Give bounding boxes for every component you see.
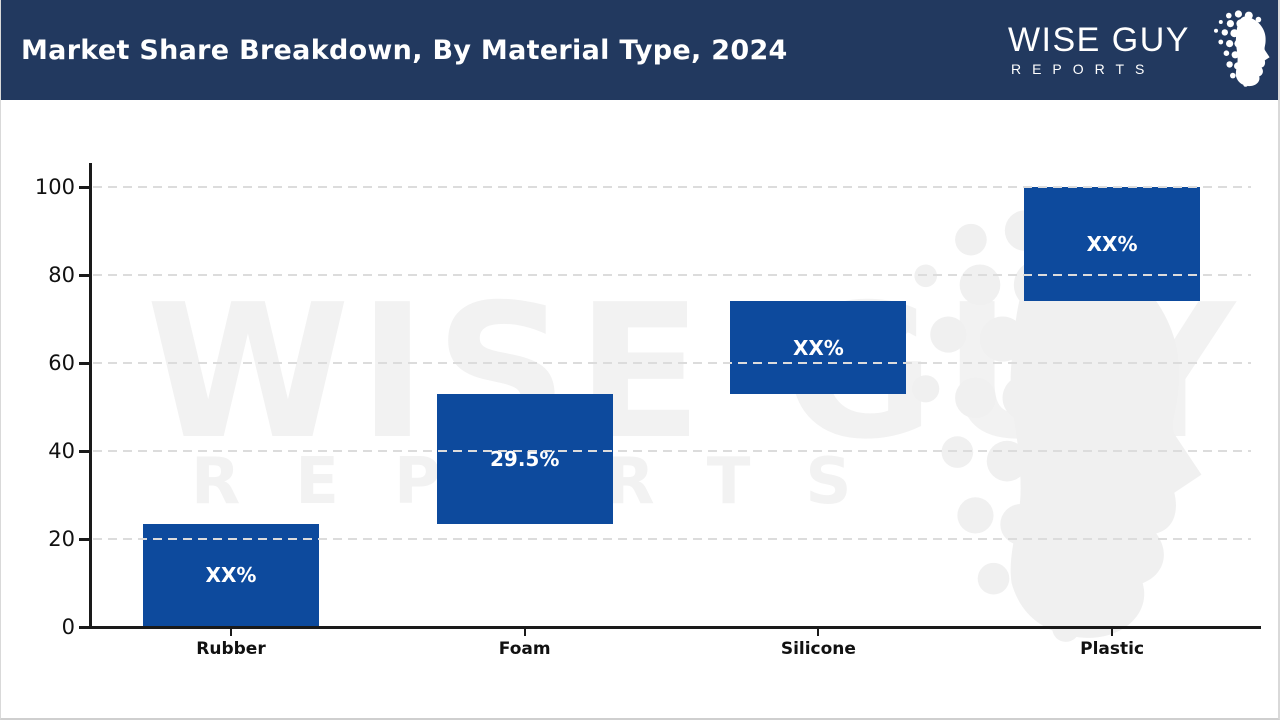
gridline-40 [93, 450, 1251, 452]
category-label-plastic: Plastic [1080, 639, 1145, 659]
x-tick-mark-rubber [230, 629, 232, 636]
bar-plastic: XX% [1024, 187, 1201, 302]
x-tick-mark-plastic [1111, 629, 1114, 636]
y-tick-mark-0 [79, 626, 89, 629]
logo-line2: REPORTS [1010, 61, 1156, 77]
logo-wordmark: WISE GUY REPORTS [1008, 23, 1190, 77]
y-tick-label-100: 100 [34, 175, 75, 199]
x-tick-mark-foam [523, 629, 526, 636]
chart-title: Market Share Breakdown, By Material Type… [21, 34, 788, 66]
category-label-rubber: Rubber [196, 639, 266, 659]
header-bar: Market Share Breakdown, By Material Type… [1, 0, 1278, 100]
y-tick-mark-60 [79, 362, 89, 365]
wise-guy-logo: WISE GUY REPORTS [1008, 8, 1272, 92]
gridline-100 [93, 186, 1251, 188]
y-axis-line [89, 163, 92, 629]
gridline-20 [93, 538, 1251, 540]
x-axis-line [89, 626, 1261, 629]
bar-silicone: XX% [730, 301, 907, 394]
y-tick-mark-100 [79, 186, 89, 189]
y-tick-mark-40 [79, 450, 89, 453]
x-tick-mark-silicone [817, 629, 820, 636]
bar-value-label-plastic: XX% [1086, 232, 1138, 257]
logo-head-icon [1214, 10, 1270, 87]
logo-line1: WISE GUY [1007, 21, 1190, 59]
y-tick-label-80: 80 [48, 263, 75, 287]
y-tick-mark-20 [79, 538, 89, 541]
y-tick-label-20: 20 [48, 527, 75, 551]
bar-value-label-rubber: XX% [205, 563, 257, 588]
bar-foam: 29.5% [436, 393, 613, 524]
category-label-foam: Foam [498, 639, 551, 659]
y-tick-mark-80 [79, 274, 89, 277]
y-tick-label-40: 40 [48, 439, 75, 463]
category-label-silicone: Silicone [780, 639, 856, 659]
bar-value-label-silicone: XX% [792, 335, 844, 360]
gridline-80 [93, 274, 1251, 276]
y-tick-label-60: 60 [48, 351, 75, 375]
y-tick-label-0: 0 [61, 615, 75, 639]
gridline-60 [93, 362, 1251, 364]
bar-rubber: XX% [143, 523, 319, 627]
